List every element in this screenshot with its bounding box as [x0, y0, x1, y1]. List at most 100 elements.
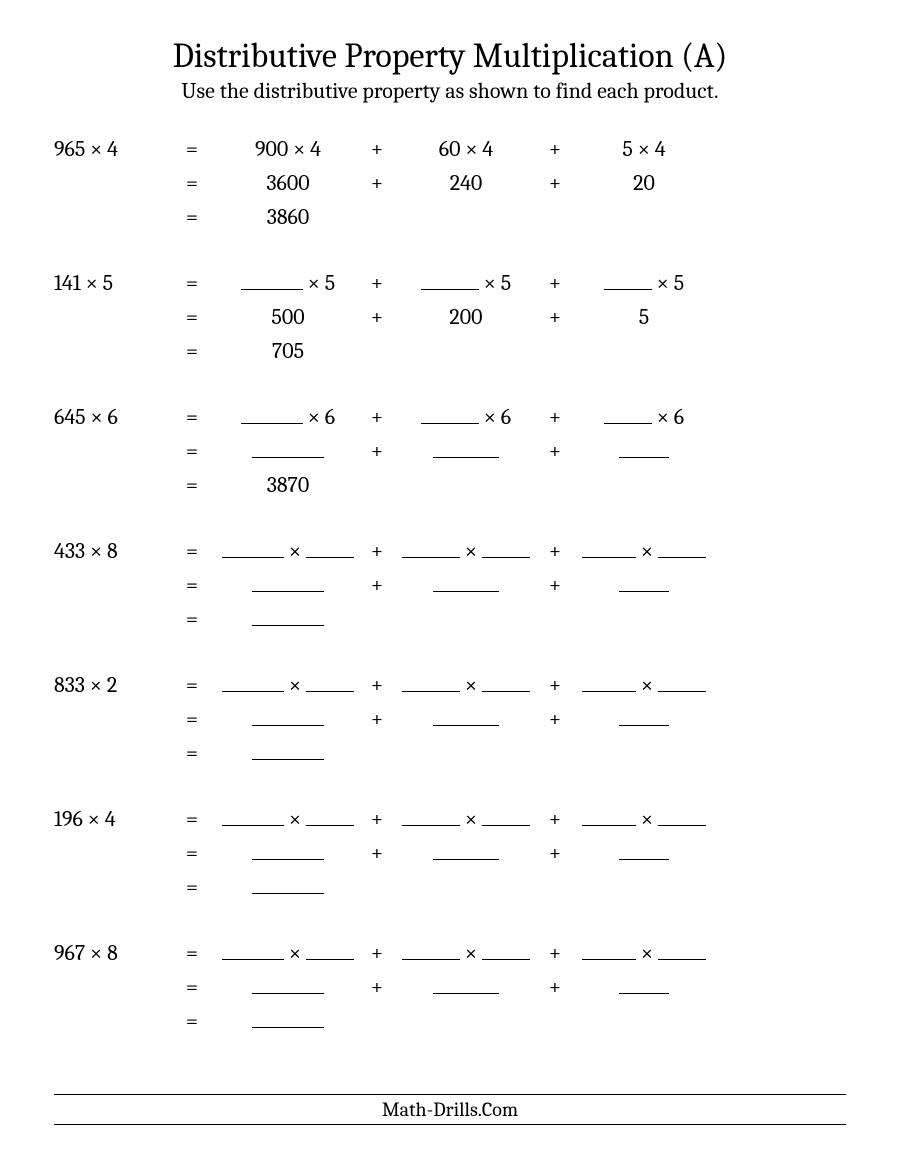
fill-blank[interactable]: [619, 568, 669, 592]
fill-blank[interactable]: [222, 936, 284, 960]
expansion-cell: 3870: [214, 468, 362, 502]
fill-blank[interactable]: [619, 702, 669, 726]
fill-blank[interactable]: [402, 534, 460, 558]
problem-row: 433 × 8= × + × + ×: [54, 534, 846, 568]
problem-lhs: 645 × 6: [54, 400, 170, 434]
plus-sign: +: [362, 702, 392, 736]
equals-sign: =: [170, 970, 214, 1004]
equals-sign: =: [170, 300, 214, 334]
fill-blank[interactable]: [252, 836, 324, 860]
fill-blank[interactable]: [582, 936, 636, 960]
fill-blank[interactable]: [433, 434, 499, 458]
fill-blank[interactable]: [604, 400, 652, 424]
problem-row: =: [54, 602, 846, 636]
fill-blank[interactable]: [421, 400, 479, 424]
cell-value: 500: [271, 304, 304, 330]
expansion-cell: [570, 970, 718, 1004]
plus-sign: +: [540, 400, 570, 434]
expansion-cell: ×: [392, 668, 540, 702]
fill-blank[interactable]: [433, 970, 499, 994]
cell-value: 5: [639, 304, 649, 330]
equals-sign: =: [170, 870, 214, 904]
fill-blank[interactable]: [658, 802, 706, 826]
fill-blank[interactable]: [658, 936, 706, 960]
fill-blank[interactable]: [619, 434, 669, 458]
fill-blank[interactable]: [582, 802, 636, 826]
fill-blank[interactable]: [402, 802, 460, 826]
fill-blank[interactable]: [252, 602, 324, 626]
fill-blank[interactable]: [402, 668, 460, 692]
fill-blank[interactable]: [252, 736, 324, 760]
plus-sign: +: [540, 568, 570, 602]
expansion-cell: ×: [392, 936, 540, 970]
times-icon: ×: [289, 538, 301, 564]
problem-block: 967 × 8= × + × + × =++=: [54, 936, 846, 1038]
times-suffix: × 6: [308, 404, 335, 430]
fill-blank[interactable]: [619, 836, 669, 860]
fill-blank[interactable]: [619, 970, 669, 994]
problem-block: 196 × 4= × + × + × =++=: [54, 802, 846, 904]
expansion-cell: ×: [214, 802, 362, 836]
problem-row: =++: [54, 970, 846, 1004]
expansion-cell: [392, 702, 540, 736]
expansion-cell: [570, 568, 718, 602]
equals-sign: =: [170, 400, 214, 434]
fill-blank[interactable]: [222, 802, 284, 826]
fill-blank[interactable]: [252, 568, 324, 592]
cell-value: 5 × 4: [622, 136, 665, 162]
fill-blank[interactable]: [582, 534, 636, 558]
page-footer: Math-Drills.Com: [54, 1094, 846, 1125]
times-icon: ×: [289, 940, 301, 966]
problem-row: =500+200+5: [54, 300, 846, 334]
fill-blank[interactable]: [582, 668, 636, 692]
problem-row: =3600+240+20: [54, 166, 846, 200]
fill-blank[interactable]: [241, 266, 303, 290]
expansion-cell: [214, 568, 362, 602]
fill-blank[interactable]: [252, 702, 324, 726]
fill-blank[interactable]: [482, 668, 530, 692]
plus-sign: +: [540, 702, 570, 736]
expansion-cell: ×: [392, 534, 540, 568]
times-icon: ×: [641, 806, 653, 832]
fill-blank[interactable]: [482, 534, 530, 558]
cell-value: 20: [633, 170, 655, 196]
problem-block: 141 × 5= × 5+ × 5+ × 5=500+200+5=705: [54, 266, 846, 368]
fill-blank[interactable]: [252, 1004, 324, 1028]
cell-value: 3860: [267, 204, 310, 230]
expansion-cell: ×: [214, 668, 362, 702]
fill-blank[interactable]: [241, 400, 303, 424]
cell-value: 60 × 4: [439, 136, 493, 162]
problem-block: 645 × 6= × 6+ × 6+ × 6=++=3870: [54, 400, 846, 502]
fill-blank[interactable]: [252, 870, 324, 894]
plus-sign: +: [362, 836, 392, 870]
fill-blank[interactable]: [252, 434, 324, 458]
fill-blank[interactable]: [433, 568, 499, 592]
equals-sign: =: [170, 200, 214, 234]
fill-blank[interactable]: [658, 668, 706, 692]
expansion-cell: ×: [570, 802, 718, 836]
equals-sign: =: [170, 1004, 214, 1038]
fill-blank[interactable]: [222, 668, 284, 692]
equals-sign: =: [170, 534, 214, 568]
problem-row: 833 × 2= × + × + ×: [54, 668, 846, 702]
fill-blank[interactable]: [306, 936, 354, 960]
fill-blank[interactable]: [402, 936, 460, 960]
fill-blank[interactable]: [658, 534, 706, 558]
fill-blank[interactable]: [421, 266, 479, 290]
fill-blank[interactable]: [306, 802, 354, 826]
problem-lhs: 196 × 4: [54, 802, 170, 836]
fill-blank[interactable]: [306, 668, 354, 692]
problem-block: 965 × 4=900 × 4+60 × 4+5 × 4=3600+240+20…: [54, 132, 846, 234]
expansion-cell: 3860: [214, 200, 362, 234]
page-title: Distributive Property Multiplication (A): [54, 36, 846, 76]
expansion-cell: [214, 434, 362, 468]
fill-blank[interactable]: [433, 702, 499, 726]
fill-blank[interactable]: [482, 936, 530, 960]
fill-blank[interactable]: [433, 836, 499, 860]
fill-blank[interactable]: [604, 266, 652, 290]
fill-blank[interactable]: [222, 534, 284, 558]
times-icon: ×: [465, 672, 477, 698]
fill-blank[interactable]: [252, 970, 324, 994]
fill-blank[interactable]: [482, 802, 530, 826]
fill-blank[interactable]: [306, 534, 354, 558]
